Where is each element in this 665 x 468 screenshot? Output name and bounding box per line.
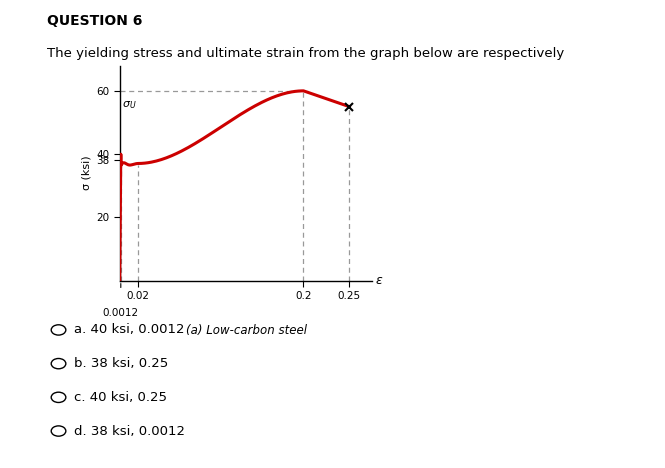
Text: a. 40 ksi, 0.0012: a. 40 ksi, 0.0012 [74,323,185,336]
Text: d. 38 ksi, 0.0012: d. 38 ksi, 0.0012 [74,424,186,438]
Text: 0.0012: 0.0012 [102,308,139,318]
Text: (a) Low-carbon steel: (a) Low-carbon steel [186,324,307,337]
Text: The yielding stress and ultimate strain from the graph below are respectively: The yielding stress and ultimate strain … [47,47,564,60]
Text: QUESTION 6: QUESTION 6 [47,14,142,28]
Text: $\varepsilon$: $\varepsilon$ [375,274,384,287]
Text: c. 40 ksi, 0.25: c. 40 ksi, 0.25 [74,391,168,404]
Text: b. 38 ksi, 0.25: b. 38 ksi, 0.25 [74,357,169,370]
Y-axis label: σ (ksi): σ (ksi) [82,156,92,190]
Text: $\sigma_U$: $\sigma_U$ [122,99,137,110]
